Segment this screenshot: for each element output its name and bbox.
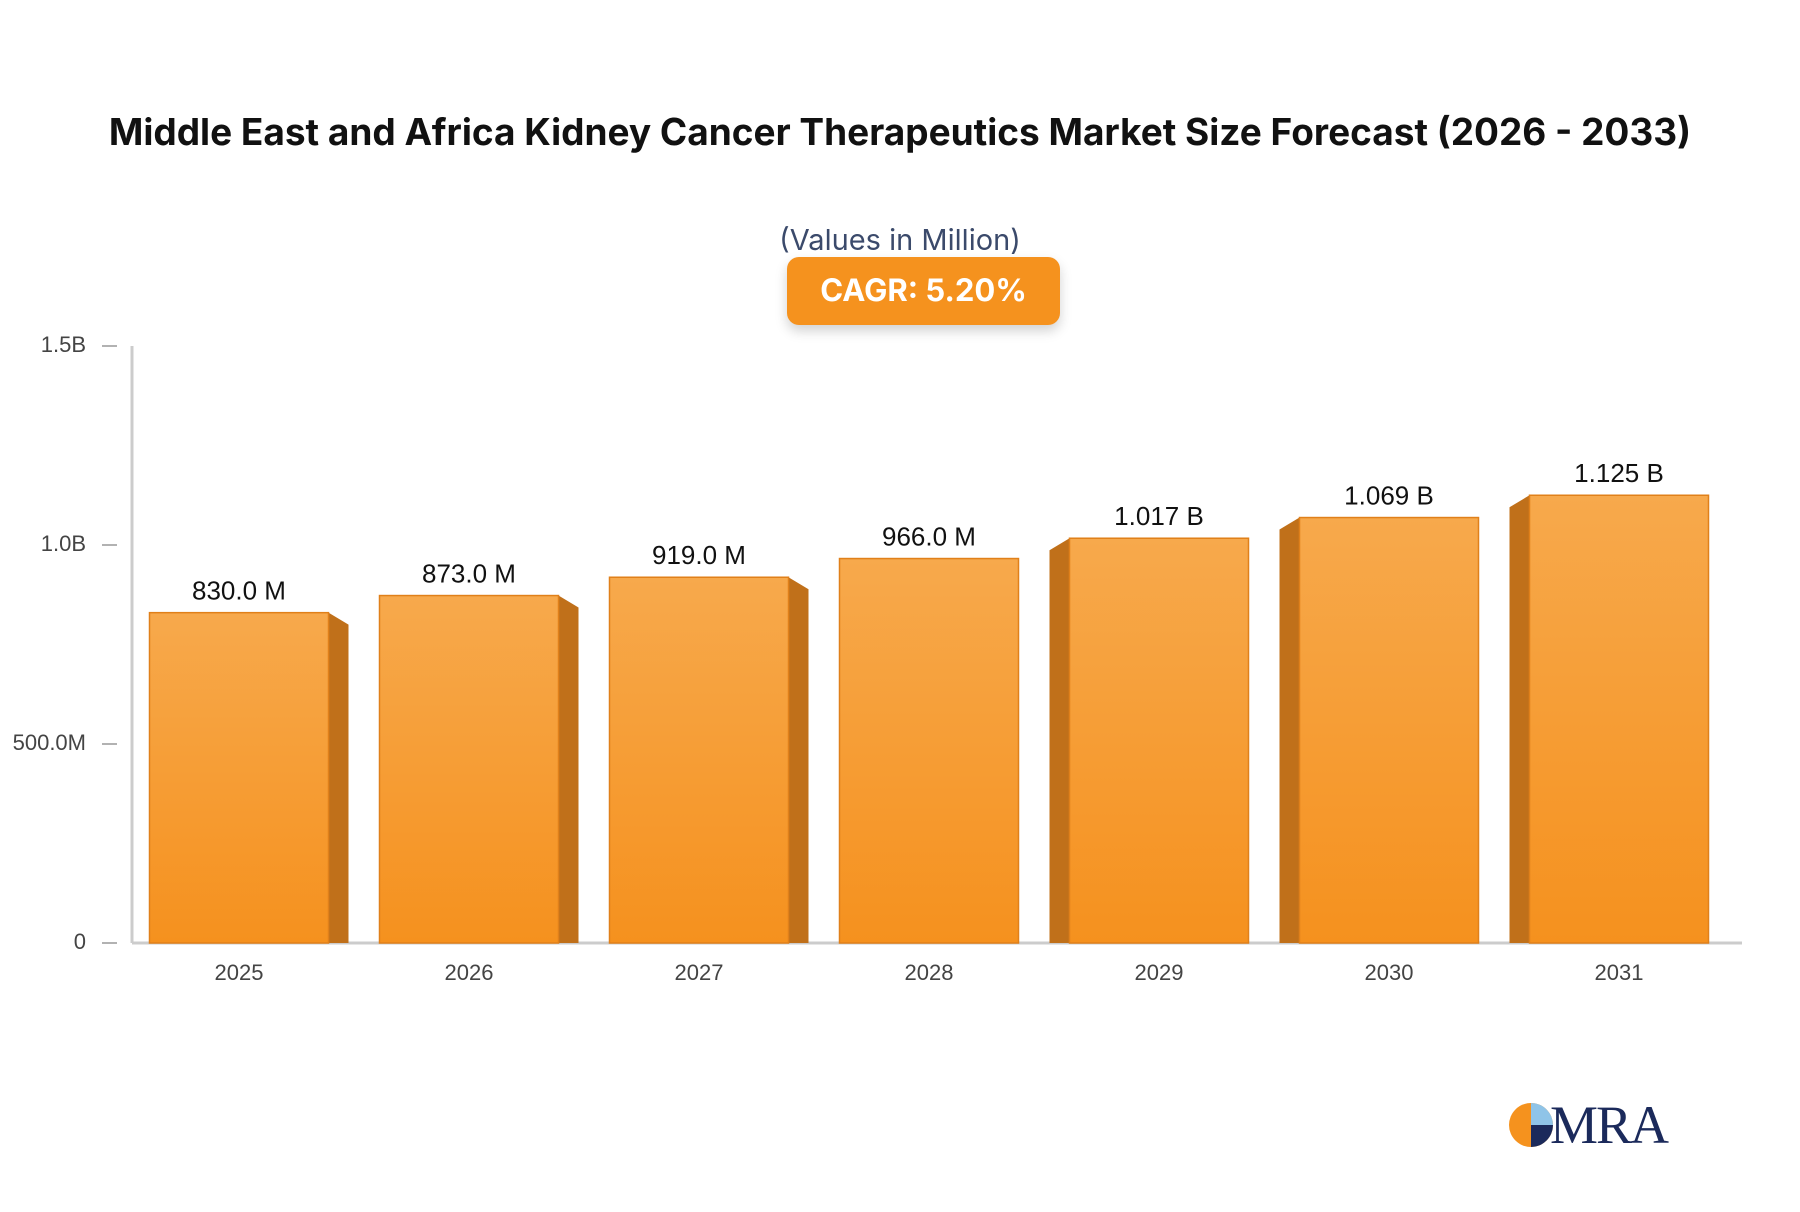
- x-tick-label: 2030: [1365, 960, 1414, 985]
- bar-side: [558, 595, 579, 943]
- cagr-badge: CAGR: 5.20%: [787, 257, 1060, 325]
- x-tick-label: 2031: [1595, 960, 1644, 985]
- logo: MRA: [1506, 1095, 1669, 1155]
- x-tick-label: 2026: [445, 960, 494, 985]
- bar: [378, 594, 560, 944]
- value-label: 919.0 M: [652, 540, 746, 570]
- bar: [838, 557, 1020, 944]
- bar: [1528, 494, 1710, 944]
- bar-side: [1279, 517, 1300, 943]
- y-tick-label: 500.0M: [13, 730, 86, 755]
- bar-side: [328, 612, 349, 943]
- y-tick-label: 1.0B: [41, 531, 86, 556]
- bar: [1298, 516, 1480, 944]
- x-tick-label: 2029: [1135, 960, 1184, 985]
- bar-side: [1509, 495, 1530, 943]
- chart-subtitle: (Values in Million): [779, 222, 1021, 257]
- y-tick-label: 0: [74, 929, 86, 954]
- x-tick-label: 2025: [215, 960, 264, 985]
- bar: [148, 611, 330, 944]
- logo-text: MRA: [1550, 1095, 1669, 1155]
- bar-side: [788, 577, 809, 943]
- value-label: 1.069 B: [1344, 480, 1434, 510]
- value-label: 873.0 M: [422, 558, 516, 588]
- value-label: 966.0 M: [882, 521, 976, 551]
- bar: [1068, 537, 1250, 944]
- x-tick-label: 2027: [675, 960, 724, 985]
- y-tick-label: 1.5B: [41, 332, 86, 357]
- chart-title: Middle East and Africa Kidney Cancer The…: [108, 109, 1692, 154]
- bar: [608, 576, 790, 944]
- value-label: 1.125 B: [1574, 458, 1664, 488]
- value-label: 830.0 M: [192, 576, 286, 606]
- value-label: 1.017 B: [1114, 501, 1204, 531]
- x-tick-label: 2028: [905, 960, 954, 985]
- bar-side: [1049, 538, 1070, 943]
- logo-icon: [1509, 1103, 1553, 1147]
